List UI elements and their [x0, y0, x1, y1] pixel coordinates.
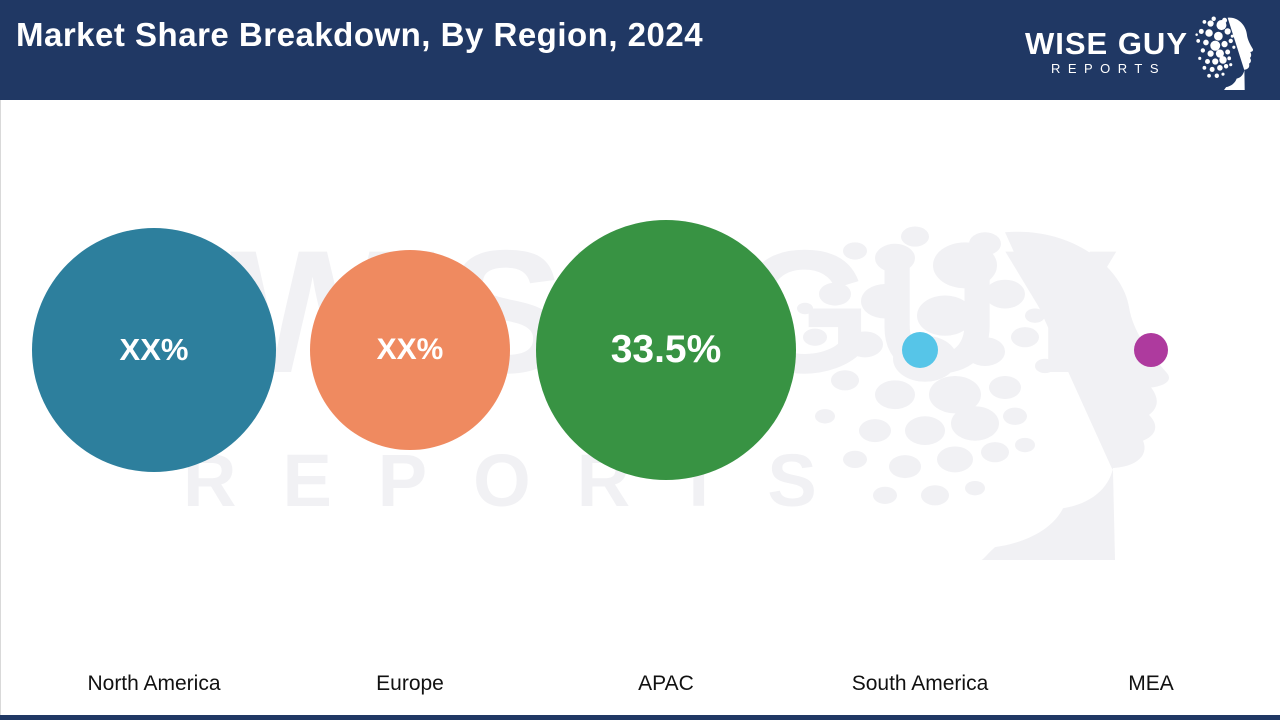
region-label-north-america: North America: [87, 672, 221, 695]
logo-head-icon: [1192, 14, 1254, 90]
region-label-south-america: South America: [851, 672, 989, 695]
region-label-mea: MEA: [1128, 672, 1174, 695]
wiseguy-logo: WISE GUY REPORTS: [1025, 14, 1254, 90]
bubble-value-europe: XX%: [376, 333, 444, 366]
bubble-europe: XX%: [310, 250, 510, 450]
page-title: Market Share Breakdown, By Region, 2024: [16, 16, 704, 53]
bubble-south-america: [902, 332, 938, 368]
header-bar: Market Share Breakdown, By Region, 2024 …: [0, 0, 1280, 100]
bottom-accent-bar: [0, 715, 1280, 720]
region-label-apac: APAC: [638, 672, 694, 695]
region-label-europe: Europe: [376, 672, 444, 695]
bubble-apac: 33.5%: [536, 220, 796, 480]
bubble-north-america: XX%: [32, 228, 276, 472]
bubble-value-apac: 33.5%: [610, 328, 722, 371]
wiseguy-logo-text: WISE GUY REPORTS: [1024, 25, 1188, 77]
bubble-value-north-america: XX%: [119, 332, 189, 367]
chart-area-border: [0, 100, 1280, 715]
logo-wordmark: WISE GUY: [1024, 25, 1188, 61]
bubble-mea: [1134, 333, 1168, 367]
logo-reports: REPORTS: [1050, 61, 1167, 77]
